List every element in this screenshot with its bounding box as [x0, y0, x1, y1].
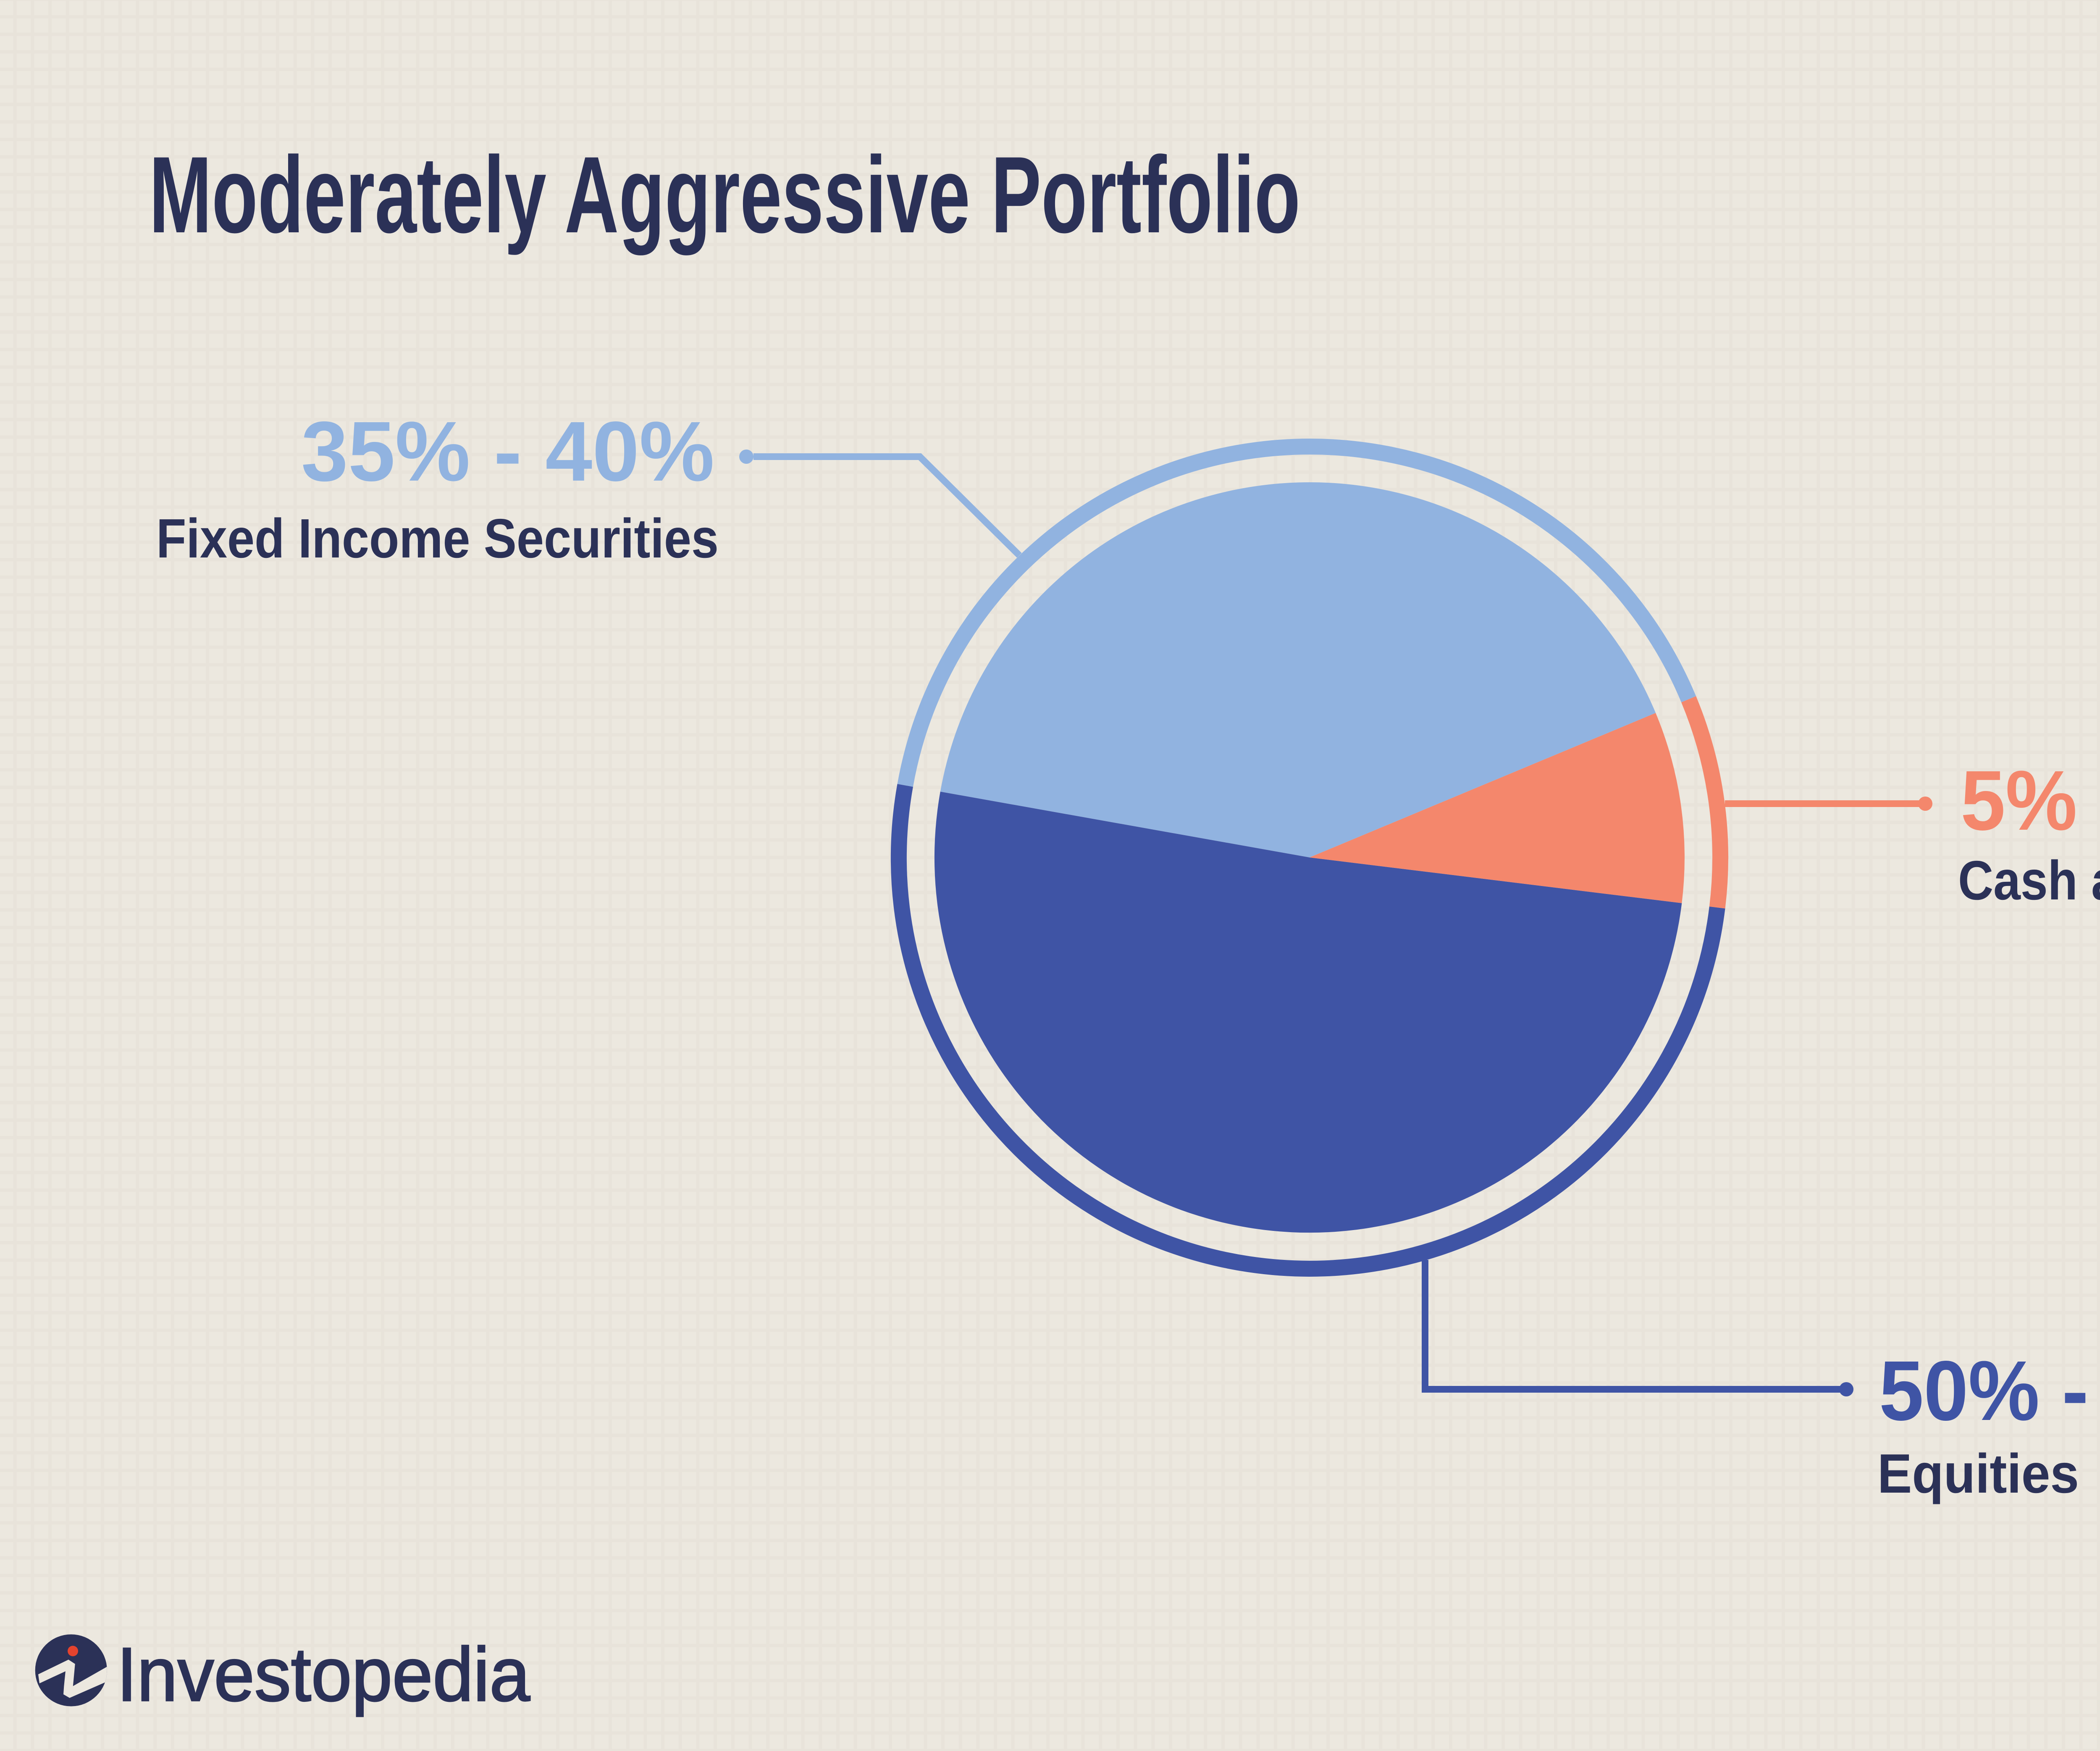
svg-text:Moderately Aggressive Portfoli: Moderately Aggressive Portfolio: [149, 134, 1300, 256]
svg-text:Equities: Equities: [1877, 1443, 2079, 1504]
svg-text:50% - 55%: 50% - 55%: [1879, 1343, 2100, 1438]
svg-text:Fixed Income Securities: Fixed Income Securities: [156, 507, 719, 569]
svg-text:5% - 10%: 5% - 10%: [1961, 753, 2100, 848]
svg-text:Cash and Equivalents: Cash and Equivalents: [1958, 849, 2100, 911]
svg-text:Investopedia: Investopedia: [117, 1632, 530, 1717]
svg-text:35% - 40%: 35% - 40%: [301, 404, 714, 499]
